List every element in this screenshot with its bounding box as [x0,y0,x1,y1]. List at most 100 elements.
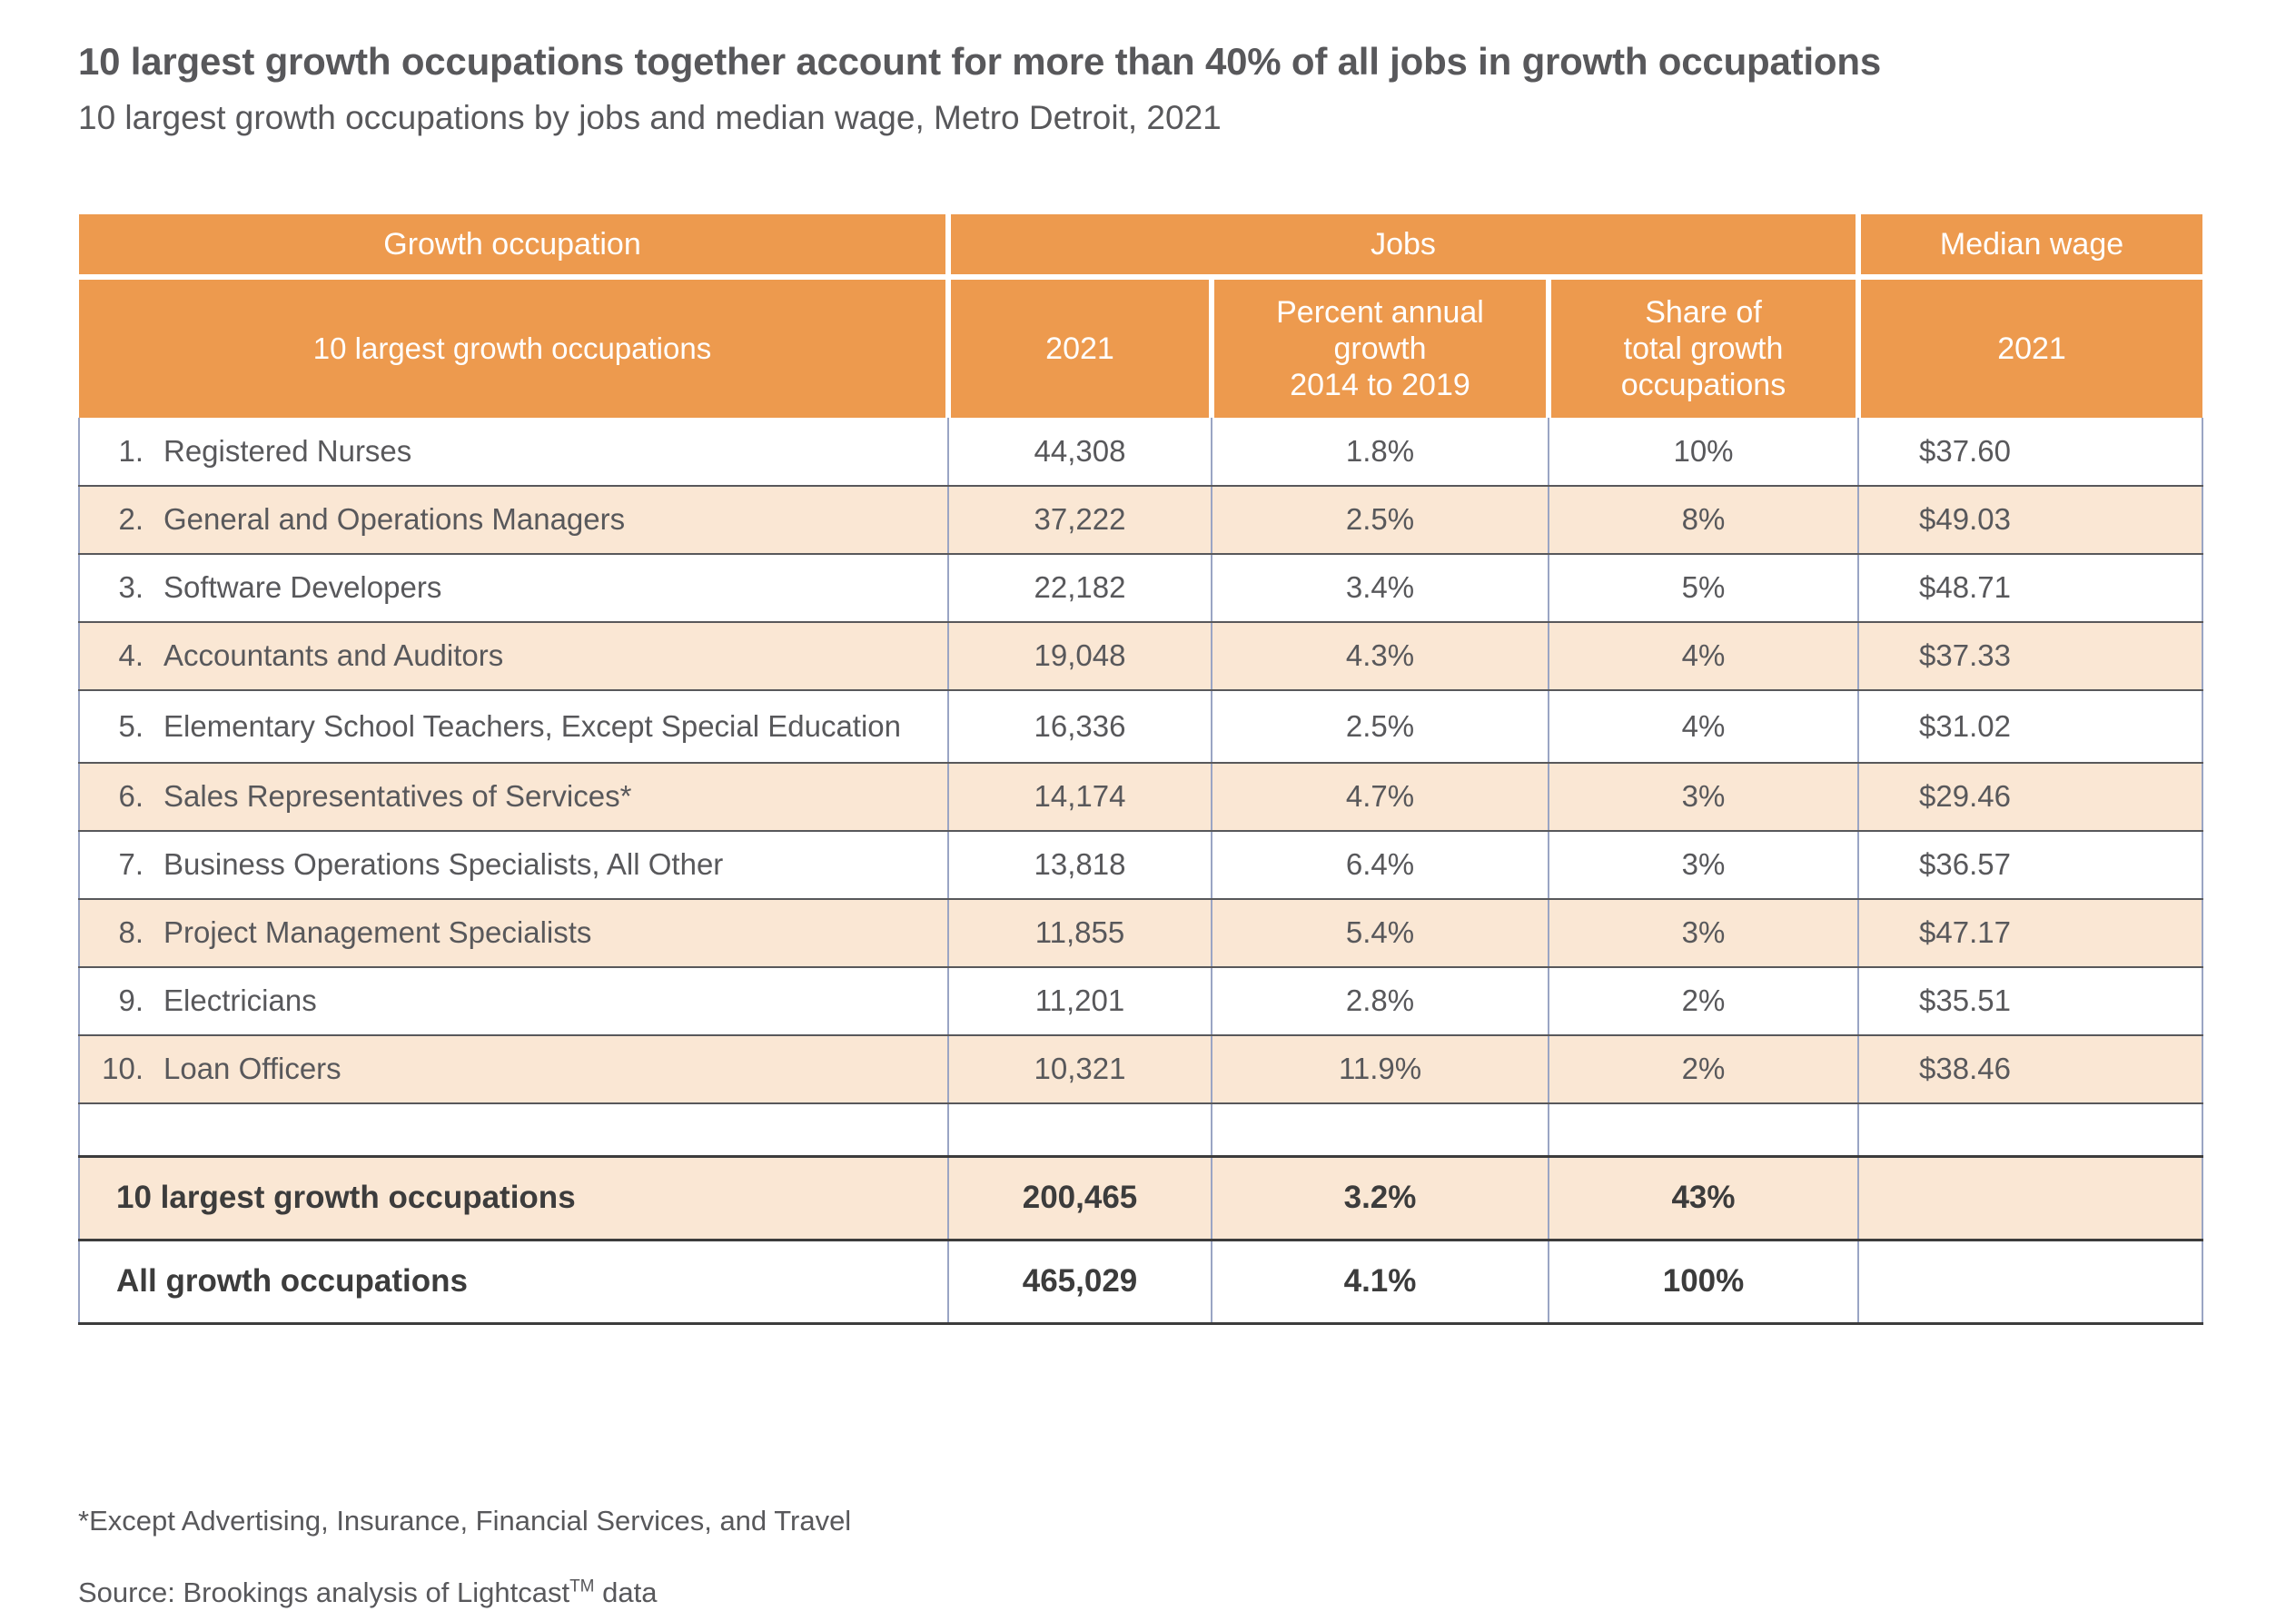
table-row: 2. General and Operations Managers 37,222 2… [78,486,2204,555]
group-header-median-wage: Median wage [1858,214,2203,280]
table-row: 4. Accountants and Auditors 19,048 4.3% 4% $3… [78,622,2204,691]
cell-jobs: 14,174 [948,763,1212,832]
occupation-label: General and Operations Managers [163,502,626,537]
summary-share: 100% [1549,1240,1860,1325]
cell-share: 3% [1549,763,1860,832]
summary-label: 10 largest growth occupations [78,1154,949,1241]
occupation-rank: 10. [102,1052,144,1086]
cell-median-wage: $48.71 [1858,554,2204,623]
cell-jobs: 11,855 [948,899,1212,968]
group-header-row: Growth occupation Jobs Median wage [79,214,2203,280]
source-suffix: data [594,1577,658,1609]
cell-percent-growth: 2.8% [1212,967,1549,1036]
page-title: 10 largest growth occupations together a… [78,40,1881,83]
cell-jobs: 37,222 [948,486,1212,555]
occupation-rank: 8. [118,915,144,950]
occupation-rank: 7. [118,847,144,882]
cell-share: 4% [1549,690,1860,764]
spacer-cell [1212,1103,1549,1158]
table-body: 1. Registered Nurses 44,308 1.8% 10% $37.60 2.… [78,418,2204,1325]
spacer-cell [1858,1103,2204,1158]
cell-share: 8% [1549,486,1860,555]
occupation-label: Accountants and Auditors [163,638,504,673]
cell-percent-growth: 5.4% [1212,899,1549,968]
cell-share: 2% [1549,1035,1860,1104]
occupation-label: Software Developers [163,570,442,605]
occupation-label: Elementary School Teachers, Except Speci… [163,708,902,743]
summary-row: All growth occupations 465,029 4.1% 100% [78,1240,2204,1325]
occupation-rank: 4. [118,638,144,673]
cell-median-wage: $37.33 [1858,622,2204,691]
cell-median-wage: $35.51 [1858,967,2204,1036]
table-row: 10. Loan Officers 10,321 11.9% 2% $38.46 [78,1035,2204,1104]
cell-jobs: 22,182 [948,554,1212,623]
cell-jobs: 19,048 [948,622,1212,691]
occupation-inner: 1. Registered Nurses [80,432,947,471]
cell-median-wage: $31.02 [1858,690,2204,764]
cell-median-wage: $49.03 [1858,486,2204,555]
column-header-share-of-total: Share of total growth occupations [1549,277,1862,418]
occupation-label: Project Management Specialists [163,915,592,950]
spacer-row [78,1103,2204,1158]
occupation-label: Sales Representatives of Services* [163,779,632,814]
cell-share: 4% [1549,622,1860,691]
group-header-occupation: Growth occupation [79,214,951,280]
cell-percent-growth: 2.5% [1212,486,1549,555]
table-row: 7. Business Operations Specialists, All O… [78,831,2204,900]
cell-jobs: 11,201 [948,967,1212,1036]
summary-share: 43% [1549,1154,1860,1241]
occupation-inner: 10. Loan Officers [80,1050,947,1089]
occupation-rank: 9. [118,983,144,1018]
cell-median-wage: $36.57 [1858,831,2204,900]
occupation-inner: 8. Project Management Specialists [80,914,947,953]
summary-label: All growth occupations [78,1240,949,1325]
occupation-inner: 6. Sales Representatives of Services* [80,777,947,816]
summary-row: 10 largest growth occupations 200,465 3.2%… [78,1154,2204,1241]
occupation-rank: 2. [118,502,144,537]
share-line-3: occupations [1620,368,1786,403]
cell-share: 10% [1549,418,1860,487]
cell-jobs: 44,308 [948,418,1212,487]
cell-occupation: 9. Electricians [78,967,949,1036]
table-row: 3. Software Developers 22,182 3.4% 5% $48.71 [78,554,2204,623]
spacer-cell [948,1103,1212,1158]
cell-percent-growth: 11.9% [1212,1035,1549,1104]
source-prefix: Source: Brookings analysis of Lightcast [78,1577,570,1609]
summary-jobs: 200,465 [948,1154,1212,1241]
column-header-percent-annual-growth: Percent annual growth 2014 to 2019 [1212,277,1551,418]
occupation-rank: 3. [118,570,144,605]
cell-share: 5% [1549,554,1860,623]
cell-median-wage: $29.46 [1858,763,2204,832]
cell-percent-growth: 1.8% [1212,418,1549,487]
page-subtitle: 10 largest growth occupations by jobs an… [78,99,1222,137]
cell-occupation: 10. Loan Officers [78,1035,949,1104]
cell-median-wage: $37.60 [1858,418,2204,487]
spacer-cell [1549,1103,1860,1158]
column-header-jobs-year: 2021 [948,277,1214,418]
footnote-asterisk: *Except Advertising, Insurance, Financia… [78,1505,852,1537]
cell-percent-growth: 6.4% [1212,831,1549,900]
occupation-inner: 4. Accountants and Auditors [80,637,947,676]
table-row: 6. Sales Representatives of Services* 14,1… [78,763,2204,832]
occupation-label: Registered Nurses [163,433,412,468]
occupation-inner: 7. Business Operations Specialists, All O… [80,845,947,885]
cell-occupation: 5. Elementary School Teachers, Except Spe… [78,690,949,764]
cell-share: 3% [1549,831,1860,900]
cell-occupation: 1. Registered Nurses [78,418,949,487]
summary-jobs: 465,029 [948,1240,1212,1325]
summary-median-wage [1858,1154,2204,1241]
cell-occupation: 7. Business Operations Specialists, All O… [78,831,949,900]
share-line-1: Share of [1645,294,1762,330]
spacer-cell [78,1103,949,1158]
column-header-wage-year: 2021 [1858,277,2203,418]
cell-occupation: 3. Software Developers [78,554,949,623]
group-header-jobs: Jobs [948,214,1862,280]
occupation-inner: 5. Elementary School Teachers, Except Spe… [80,707,947,746]
table-row: 5. Elementary School Teachers, Except Spe… [78,690,2204,764]
cell-jobs: 13,818 [948,831,1212,900]
table-head: Growth occupation Jobs Median wage 10 la… [79,214,2203,418]
pct-growth-line-3: 2014 to 2019 [1290,368,1470,403]
occupation-inner: 3. Software Developers [80,568,947,608]
table-container: Growth occupation Jobs Median wage 10 la… [78,214,2204,1325]
